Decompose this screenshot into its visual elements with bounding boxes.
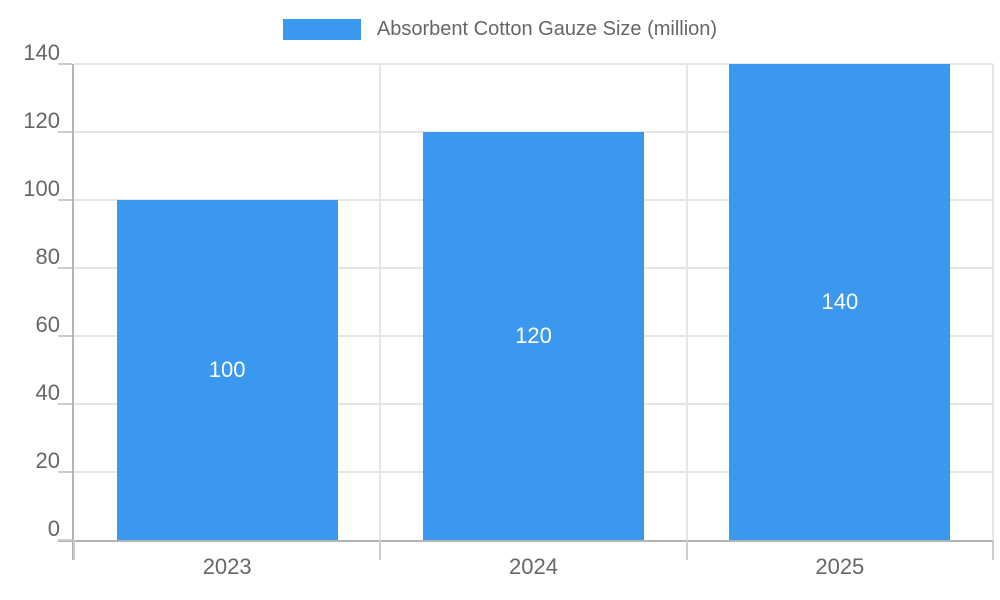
- x-tick-mark: [685, 540, 688, 560]
- bar-value-label: 140: [821, 289, 859, 314]
- x-gridline: [379, 64, 382, 540]
- x-category-label: 2023: [202, 554, 252, 579]
- y-tick-label: 20: [35, 448, 60, 473]
- x-gridline: [685, 64, 688, 540]
- bar[interactable]: 100: [116, 200, 338, 540]
- legend-swatch-icon: [282, 19, 361, 40]
- plot-area: 0 20 40 60 80 100 120 140 2023 2024 2025 100 120 140: [23, 42, 994, 578]
- x-tick-mark: [379, 540, 382, 560]
- x-tick-mark: [73, 540, 75, 560]
- y-tick-label: 60: [35, 312, 60, 337]
- x-axis-line: [58, 540, 993, 542]
- legend: Absorbent Cotton Gauze Size (million): [0, 18, 1000, 41]
- y-tick-label: 100: [23, 176, 60, 201]
- y-tick-mark: [58, 471, 72, 473]
- y-gridline: [74, 63, 993, 65]
- y-tick-mark: [58, 403, 72, 405]
- legend-item[interactable]: Absorbent Cotton Gauze Size (million): [282, 18, 718, 41]
- y-tick-mark: [58, 539, 72, 541]
- bar[interactable]: 120: [423, 132, 644, 540]
- y-tick-mark: [58, 335, 72, 337]
- y-tick-mark: [58, 199, 72, 201]
- y-tick-label: 120: [23, 108, 60, 133]
- x-category-label: 2025: [815, 554, 865, 579]
- bar-value-label: 100: [208, 357, 246, 382]
- y-tick-label: 80: [35, 244, 60, 269]
- x-gridline: [992, 64, 994, 540]
- x-tick-mark: [992, 540, 994, 560]
- bar[interactable]: 140: [729, 64, 951, 540]
- x-category-label: 2024: [509, 554, 558, 579]
- y-tick-label: 140: [23, 40, 60, 65]
- y-tick-mark: [58, 63, 72, 65]
- y-tick-label: 40: [35, 380, 60, 405]
- y-tick-mark: [58, 131, 72, 133]
- y-tick-mark: [58, 267, 72, 269]
- y-tick-label: 0: [47, 516, 60, 541]
- y-axis-line: [72, 64, 74, 560]
- bar-value-label: 120: [515, 323, 552, 348]
- legend-label: Absorbent Cotton Gauze Size (million): [376, 18, 718, 40]
